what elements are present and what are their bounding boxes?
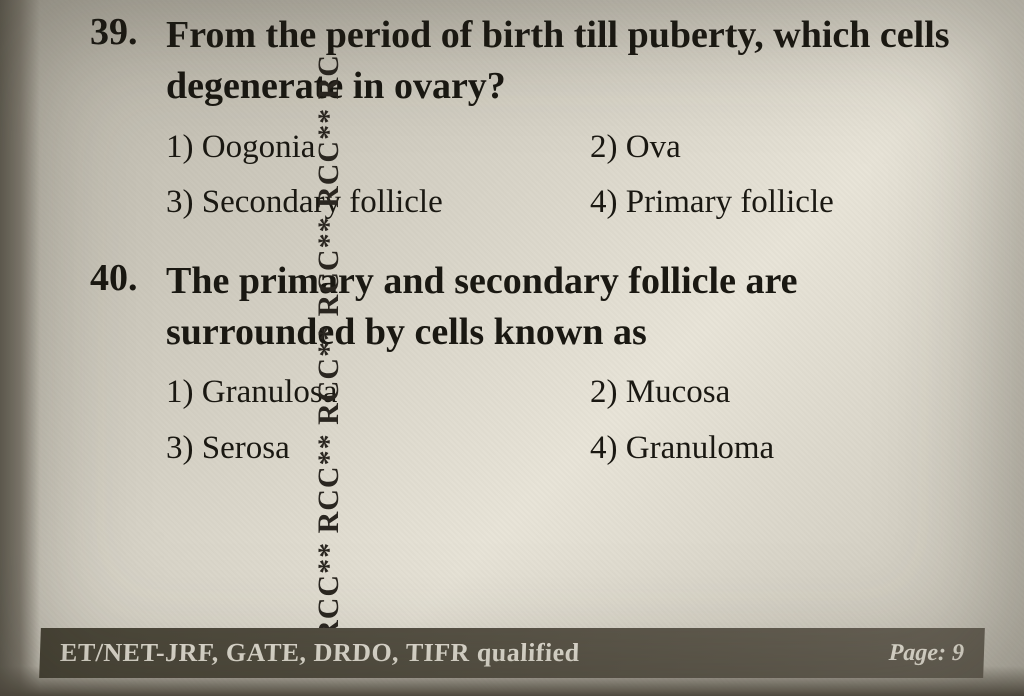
question-text: From the period of birth till puberty, w… xyxy=(166,10,994,113)
option-3: 3) Serosa xyxy=(166,424,570,474)
content-area: 39. From the period of birth till pubert… xyxy=(90,10,994,501)
option-num: 3) xyxy=(166,430,194,466)
option-4: 4) Primary follicle xyxy=(590,178,994,228)
options-grid: 1) Oogonia 2) Ova 3) Secondary follicle … xyxy=(166,123,994,228)
question-39: 39. From the period of birth till pubert… xyxy=(90,10,994,228)
option-num: 4) xyxy=(590,430,618,466)
option-num: 3) xyxy=(166,184,194,220)
question-row: 40. The primary and secondary follicle a… xyxy=(90,256,994,359)
option-text: Serosa xyxy=(202,430,290,466)
option-4: 4) Granuloma xyxy=(590,424,994,474)
option-text: Oogonia xyxy=(202,129,316,165)
question-40: 40. The primary and secondary follicle a… xyxy=(90,256,994,474)
footer-qualifications: ET/NET-JRF, GATE, DRDO, TIFR qualified xyxy=(59,638,580,668)
option-3: 3) Secondary follicle xyxy=(166,178,570,228)
question-row: 39. From the period of birth till pubert… xyxy=(90,10,994,113)
question-number: 40. xyxy=(90,256,148,300)
question-number: 39. xyxy=(90,10,148,54)
page-curl-left xyxy=(0,0,40,696)
option-text: Mucosa xyxy=(626,374,730,410)
option-text: Primary follicle xyxy=(626,184,834,220)
option-num: 1) xyxy=(166,374,194,410)
option-num: 2) xyxy=(590,374,618,410)
footer-page-number: Page: 9 xyxy=(888,640,964,667)
question-text: The primary and secondary follicle are s… xyxy=(166,256,994,359)
vertical-margin-label: RCC** RCC** RCC** RCC** RCC** RC xyxy=(312,54,346,642)
option-num: 4) xyxy=(590,184,618,220)
option-text: Granuloma xyxy=(626,430,774,466)
options-grid: 1) Granulosa 2) Mucosa 3) Serosa 4) Gran… xyxy=(166,368,994,473)
option-num: 1) xyxy=(166,129,194,165)
option-text: Ova xyxy=(626,129,681,165)
option-num: 2) xyxy=(590,129,618,165)
option-2: 2) Mucosa xyxy=(590,368,994,418)
option-1: 1) Granulosa xyxy=(166,368,570,418)
option-1: 1) Oogonia xyxy=(166,123,570,173)
footer-banner: ET/NET-JRF, GATE, DRDO, TIFR qualified P… xyxy=(39,628,985,678)
option-2: 2) Ova xyxy=(590,123,994,173)
